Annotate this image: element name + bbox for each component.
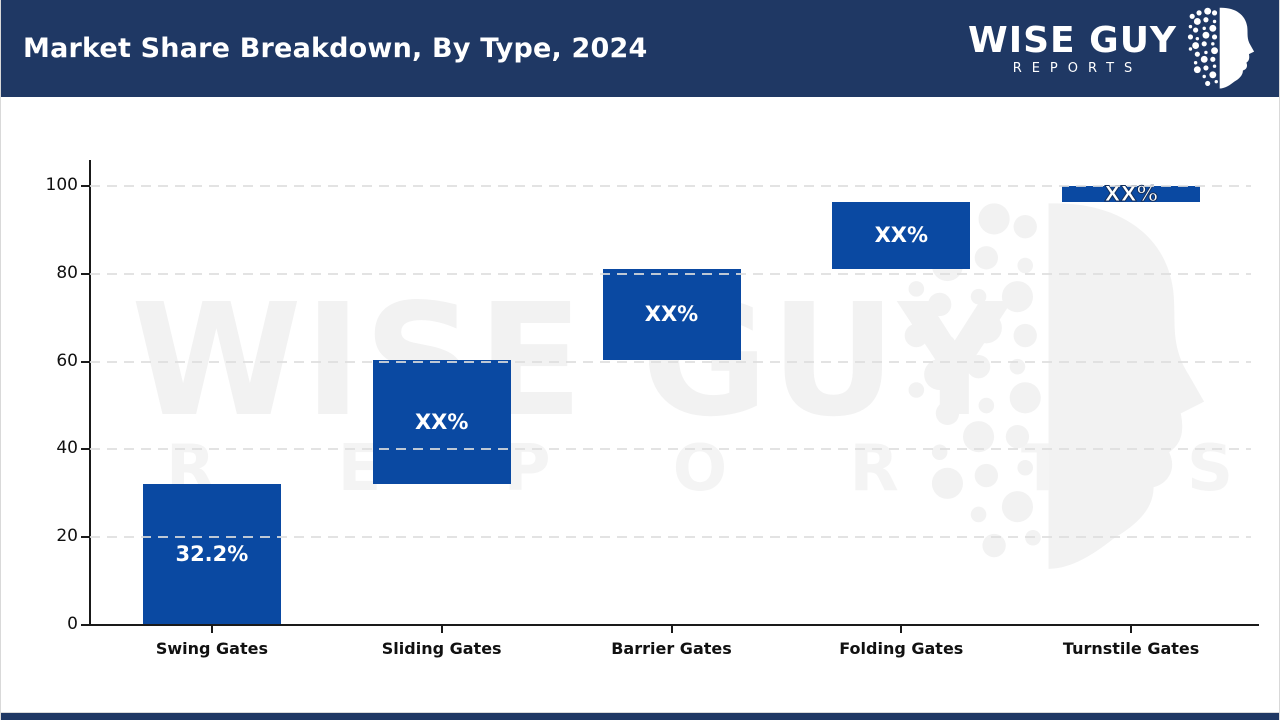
y-tick-label: 0: [67, 614, 78, 634]
x-category-label: Swing Gates: [155, 639, 268, 658]
footer-divider: [1, 712, 1279, 713]
y-tick-mark: [81, 448, 89, 451]
y-axis-line: [89, 160, 91, 626]
y-tick-label: 80: [56, 262, 78, 283]
brand-logo: WISE GUY REPORTS: [967, 6, 1279, 92]
page-title: Market Share Breakdown, By Type, 2024: [23, 33, 648, 64]
gridline: [90, 448, 1251, 451]
x-tick-mark: [440, 625, 443, 633]
x-tick-mark: [670, 625, 673, 633]
bar-value-label: XX%: [874, 223, 929, 248]
waterfall-bar-folding-gates: XX%: [832, 202, 971, 269]
x-tick-mark: [1130, 625, 1133, 633]
y-tick-mark: [81, 536, 89, 539]
x-category-label: Sliding Gates: [381, 639, 502, 658]
brand-name: WISE GUY: [967, 19, 1177, 61]
brand-tagline: REPORTS: [1012, 60, 1143, 76]
waterfall-bar-turnstile-gates: XX%: [1062, 182, 1201, 207]
gridline: [90, 272, 1251, 275]
gridline: [90, 185, 1251, 187]
gridline: [90, 360, 1251, 363]
x-tick-mark: [210, 625, 213, 633]
x-axis-line: [89, 624, 1259, 626]
y-tick-label: 100: [45, 175, 78, 195]
bar-value-label: XX%: [414, 409, 469, 434]
waterfall-bar-sliding-gates: XX%: [372, 360, 511, 484]
header-bar: Market Share Breakdown, By Type, 2024 WI…: [1, 0, 1279, 97]
x-category-label: Folding Gates: [839, 639, 964, 658]
bar-value-label: 32.2%: [175, 542, 249, 567]
footer-accent-bar: [1, 713, 1279, 720]
brand-logo-text: WISE GUY REPORTS: [967, 19, 1177, 76]
y-tick-mark: [81, 272, 89, 275]
y-tick-mark: [81, 624, 89, 626]
bar-value-label: XX%: [644, 302, 699, 327]
x-category-label: Turnstile Gates: [1062, 639, 1200, 658]
x-category-label: Barrier Gates: [611, 639, 732, 658]
dotted-face-logo-icon: [1187, 7, 1255, 89]
watermark-brand-text: WISE GUY: [131, 270, 1013, 451]
y-tick-mark: [81, 185, 89, 187]
y-tick-label: 40: [56, 438, 78, 459]
waterfall-bar-barrier-gates: XX%: [602, 268, 741, 361]
x-tick-mark: [900, 625, 903, 633]
gridline: [90, 536, 1251, 539]
y-tick-label: 60: [56, 350, 78, 371]
waterfall-bar-swing-gates: 32.2%: [142, 483, 281, 625]
y-tick-mark: [81, 360, 89, 363]
y-tick-label: 20: [56, 526, 78, 547]
